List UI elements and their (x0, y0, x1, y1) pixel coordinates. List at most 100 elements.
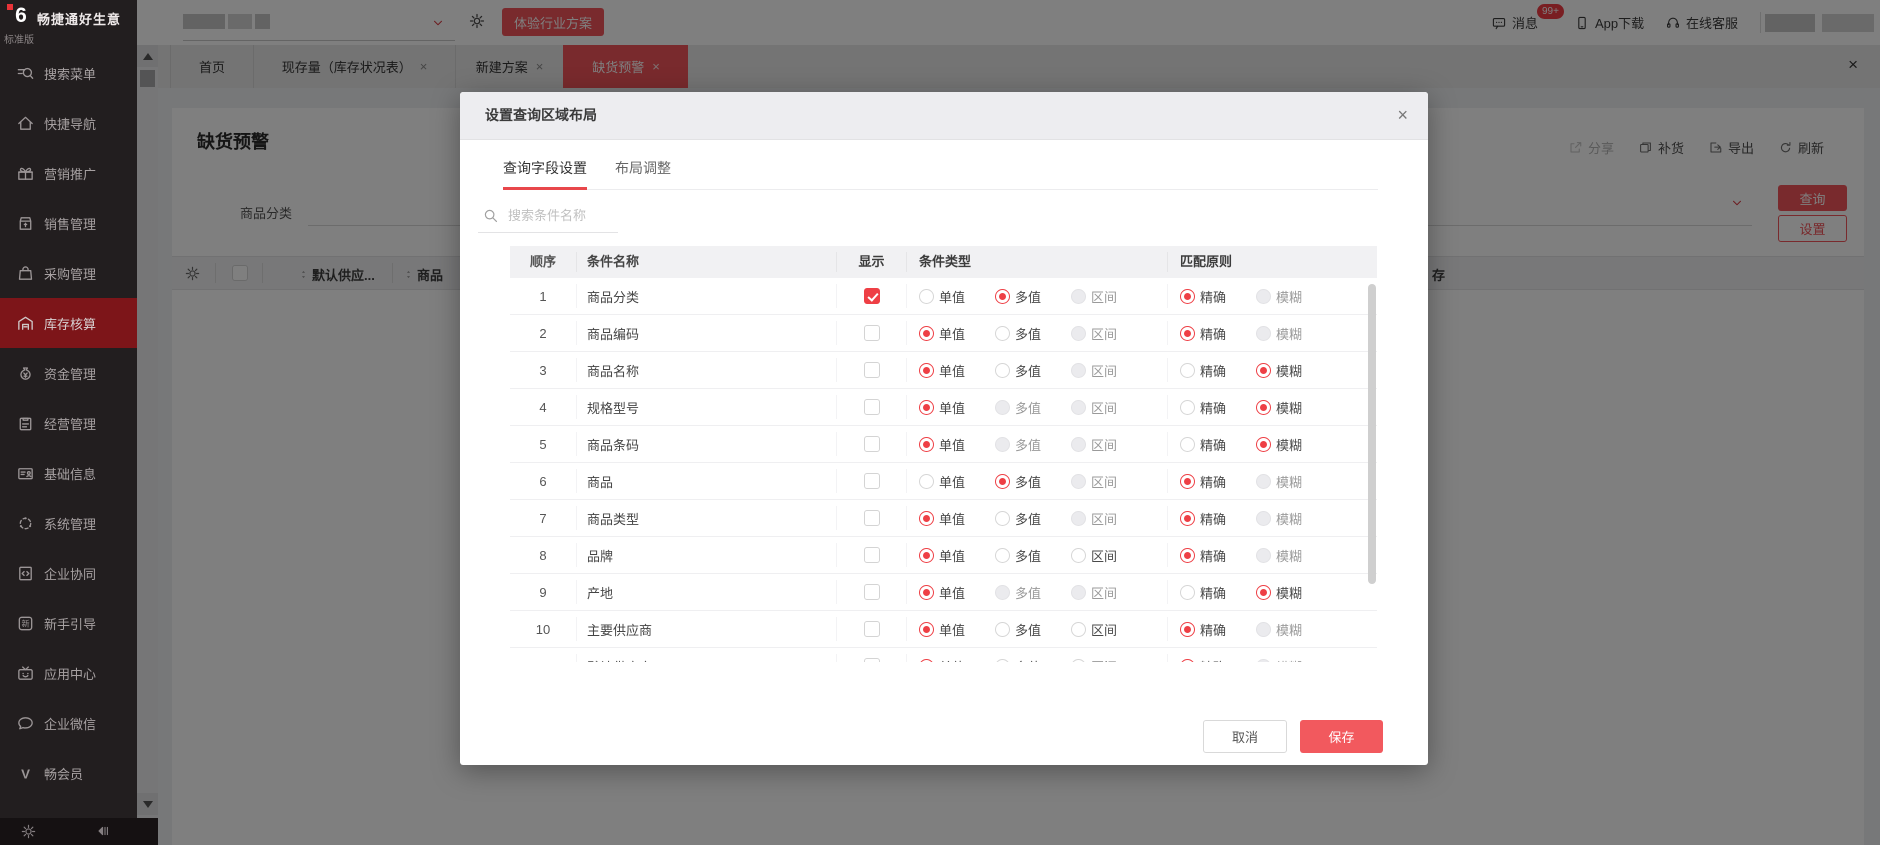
radio-unselected[interactable] (995, 621, 1011, 637)
radio-unselected[interactable] (1071, 399, 1087, 415)
show-checkbox[interactable] (863, 584, 880, 600)
radio-unselected[interactable] (1256, 510, 1272, 526)
sidebar-item-12[interactable]: 新 新手引导 (0, 598, 137, 648)
save-button[interactable]: 保存 (1300, 720, 1383, 753)
condition-type-cell: 单值 多值 区间 (907, 654, 1168, 662)
radio-unselected[interactable] (1256, 473, 1272, 489)
radio-unselected[interactable] (995, 547, 1011, 563)
sidebar-item-7[interactable]: 资金管理 (0, 348, 137, 398)
sidebar-item-14[interactable]: 企业微信 (0, 698, 137, 748)
radio-selected[interactable] (919, 325, 934, 341)
radio-unselected[interactable] (995, 658, 1011, 662)
radio-unselected[interactable] (1180, 399, 1195, 415)
radio-unselected[interactable] (1071, 436, 1087, 452)
radio-unselected[interactable] (1256, 547, 1272, 563)
sidebar-item-4[interactable]: 销售管理 (0, 198, 137, 248)
radio-unselected[interactable] (1071, 621, 1087, 637)
radio-selected[interactable] (919, 584, 934, 600)
sidebar-item-11[interactable]: 企业协同 (0, 548, 137, 598)
radio-unselected[interactable] (1180, 584, 1195, 600)
radio-label: 精确 (1200, 511, 1227, 527)
radio-label: 单值 (939, 289, 966, 305)
radio-selected[interactable] (919, 362, 934, 378)
close-icon[interactable]: × (1397, 105, 1408, 125)
radio-unselected[interactable] (995, 510, 1011, 526)
radio-unselected[interactable] (1071, 510, 1087, 526)
radio-unselected[interactable] (995, 436, 1011, 452)
radio-unselected[interactable] (1071, 288, 1087, 304)
radio-selected[interactable] (1180, 658, 1195, 662)
sidebar-item-5[interactable]: 采购管理 (0, 248, 137, 298)
sidebar-item-6[interactable]: 库存核算 (0, 298, 137, 348)
radio-option: 精确 (1180, 398, 1226, 417)
sidebar-item-10[interactable]: 系统管理 (0, 498, 137, 548)
radio-unselected[interactable] (1256, 658, 1272, 662)
radio-selected[interactable] (1180, 510, 1195, 526)
radio-selected[interactable] (1256, 399, 1272, 415)
radio-unselected[interactable] (995, 362, 1011, 378)
show-checkbox[interactable] (863, 436, 880, 452)
sidebar-item-3[interactable]: 营销推广 (0, 148, 137, 198)
radio-selected[interactable] (919, 658, 934, 662)
show-checkbox[interactable] (863, 473, 880, 489)
show-checkbox[interactable] (863, 362, 880, 378)
radio-selected[interactable] (995, 473, 1011, 489)
sidebar-item-15[interactable]: V 畅会员 (0, 748, 137, 798)
sidebar-item-9[interactable]: 基础信息 (0, 448, 137, 498)
radio-unselected[interactable] (1180, 362, 1195, 378)
radio-selected[interactable] (1180, 288, 1195, 304)
radio-selected[interactable] (919, 399, 934, 415)
radio-unselected[interactable] (1256, 621, 1272, 637)
show-checkbox[interactable] (863, 399, 880, 415)
radio-selected[interactable] (1180, 325, 1195, 341)
radio-selected[interactable] (1180, 621, 1195, 637)
cancel-button[interactable]: 取消 (1203, 720, 1287, 753)
radio-unselected[interactable] (919, 288, 934, 304)
show-checkbox[interactable] (863, 658, 880, 662)
radio-selected[interactable] (919, 436, 934, 452)
show-checkbox[interactable] (863, 288, 880, 304)
radio-unselected[interactable] (995, 399, 1011, 415)
radio-unselected[interactable] (1071, 473, 1087, 489)
show-checkbox[interactable] (863, 510, 880, 526)
show-checkbox[interactable] (863, 547, 880, 563)
radio-unselected[interactable] (995, 325, 1011, 341)
radio-option: 单值 (919, 509, 965, 528)
gear-icon[interactable] (20, 823, 37, 840)
radio-unselected[interactable] (995, 584, 1011, 600)
sidebar-item-2[interactable]: 快捷导航 (0, 98, 137, 148)
radio-selected[interactable] (1256, 362, 1272, 378)
sidebar-item-8[interactable]: 经营管理 (0, 398, 137, 448)
radio-selected[interactable] (1256, 436, 1272, 452)
radio-unselected[interactable] (1256, 288, 1272, 304)
radio-unselected[interactable] (1180, 436, 1195, 452)
scrollbar-thumb[interactable] (1368, 284, 1376, 584)
radio-selected[interactable] (1180, 473, 1195, 489)
sidebar-item-1[interactable]: 搜索菜单 (0, 48, 137, 98)
radio-selected[interactable] (1256, 584, 1272, 600)
radio-selected[interactable] (919, 547, 934, 563)
radio-label: 多值 (1015, 585, 1042, 601)
radio-unselected[interactable] (919, 473, 934, 489)
sidebar-item-13[interactable]: 应用中心 (0, 648, 137, 698)
radio-unselected[interactable] (1071, 547, 1087, 563)
modal-tab-2[interactable]: 布局调整 (615, 160, 671, 176)
radio-unselected[interactable] (1071, 658, 1087, 662)
radio-unselected[interactable] (1071, 584, 1087, 600)
radio-unselected[interactable] (1071, 362, 1087, 378)
radio-selected[interactable] (919, 510, 934, 526)
collapse-sidebar-icon[interactable] (95, 823, 111, 839)
column-header: 显示 (837, 252, 907, 272)
show-checkbox[interactable] (863, 325, 880, 341)
radio-selected[interactable] (919, 621, 934, 637)
sidebar-bottom-bar (0, 818, 158, 845)
id-card-icon (16, 464, 35, 483)
modal-tab-1[interactable]: 查询字段设置 (503, 152, 587, 190)
radio-selected[interactable] (995, 288, 1011, 304)
radio-selected[interactable] (1180, 547, 1195, 563)
radio-unselected[interactable] (1256, 325, 1272, 341)
radio-unselected[interactable] (1071, 325, 1087, 341)
show-checkbox[interactable] (863, 621, 880, 637)
search-input[interactable] (506, 202, 618, 228)
